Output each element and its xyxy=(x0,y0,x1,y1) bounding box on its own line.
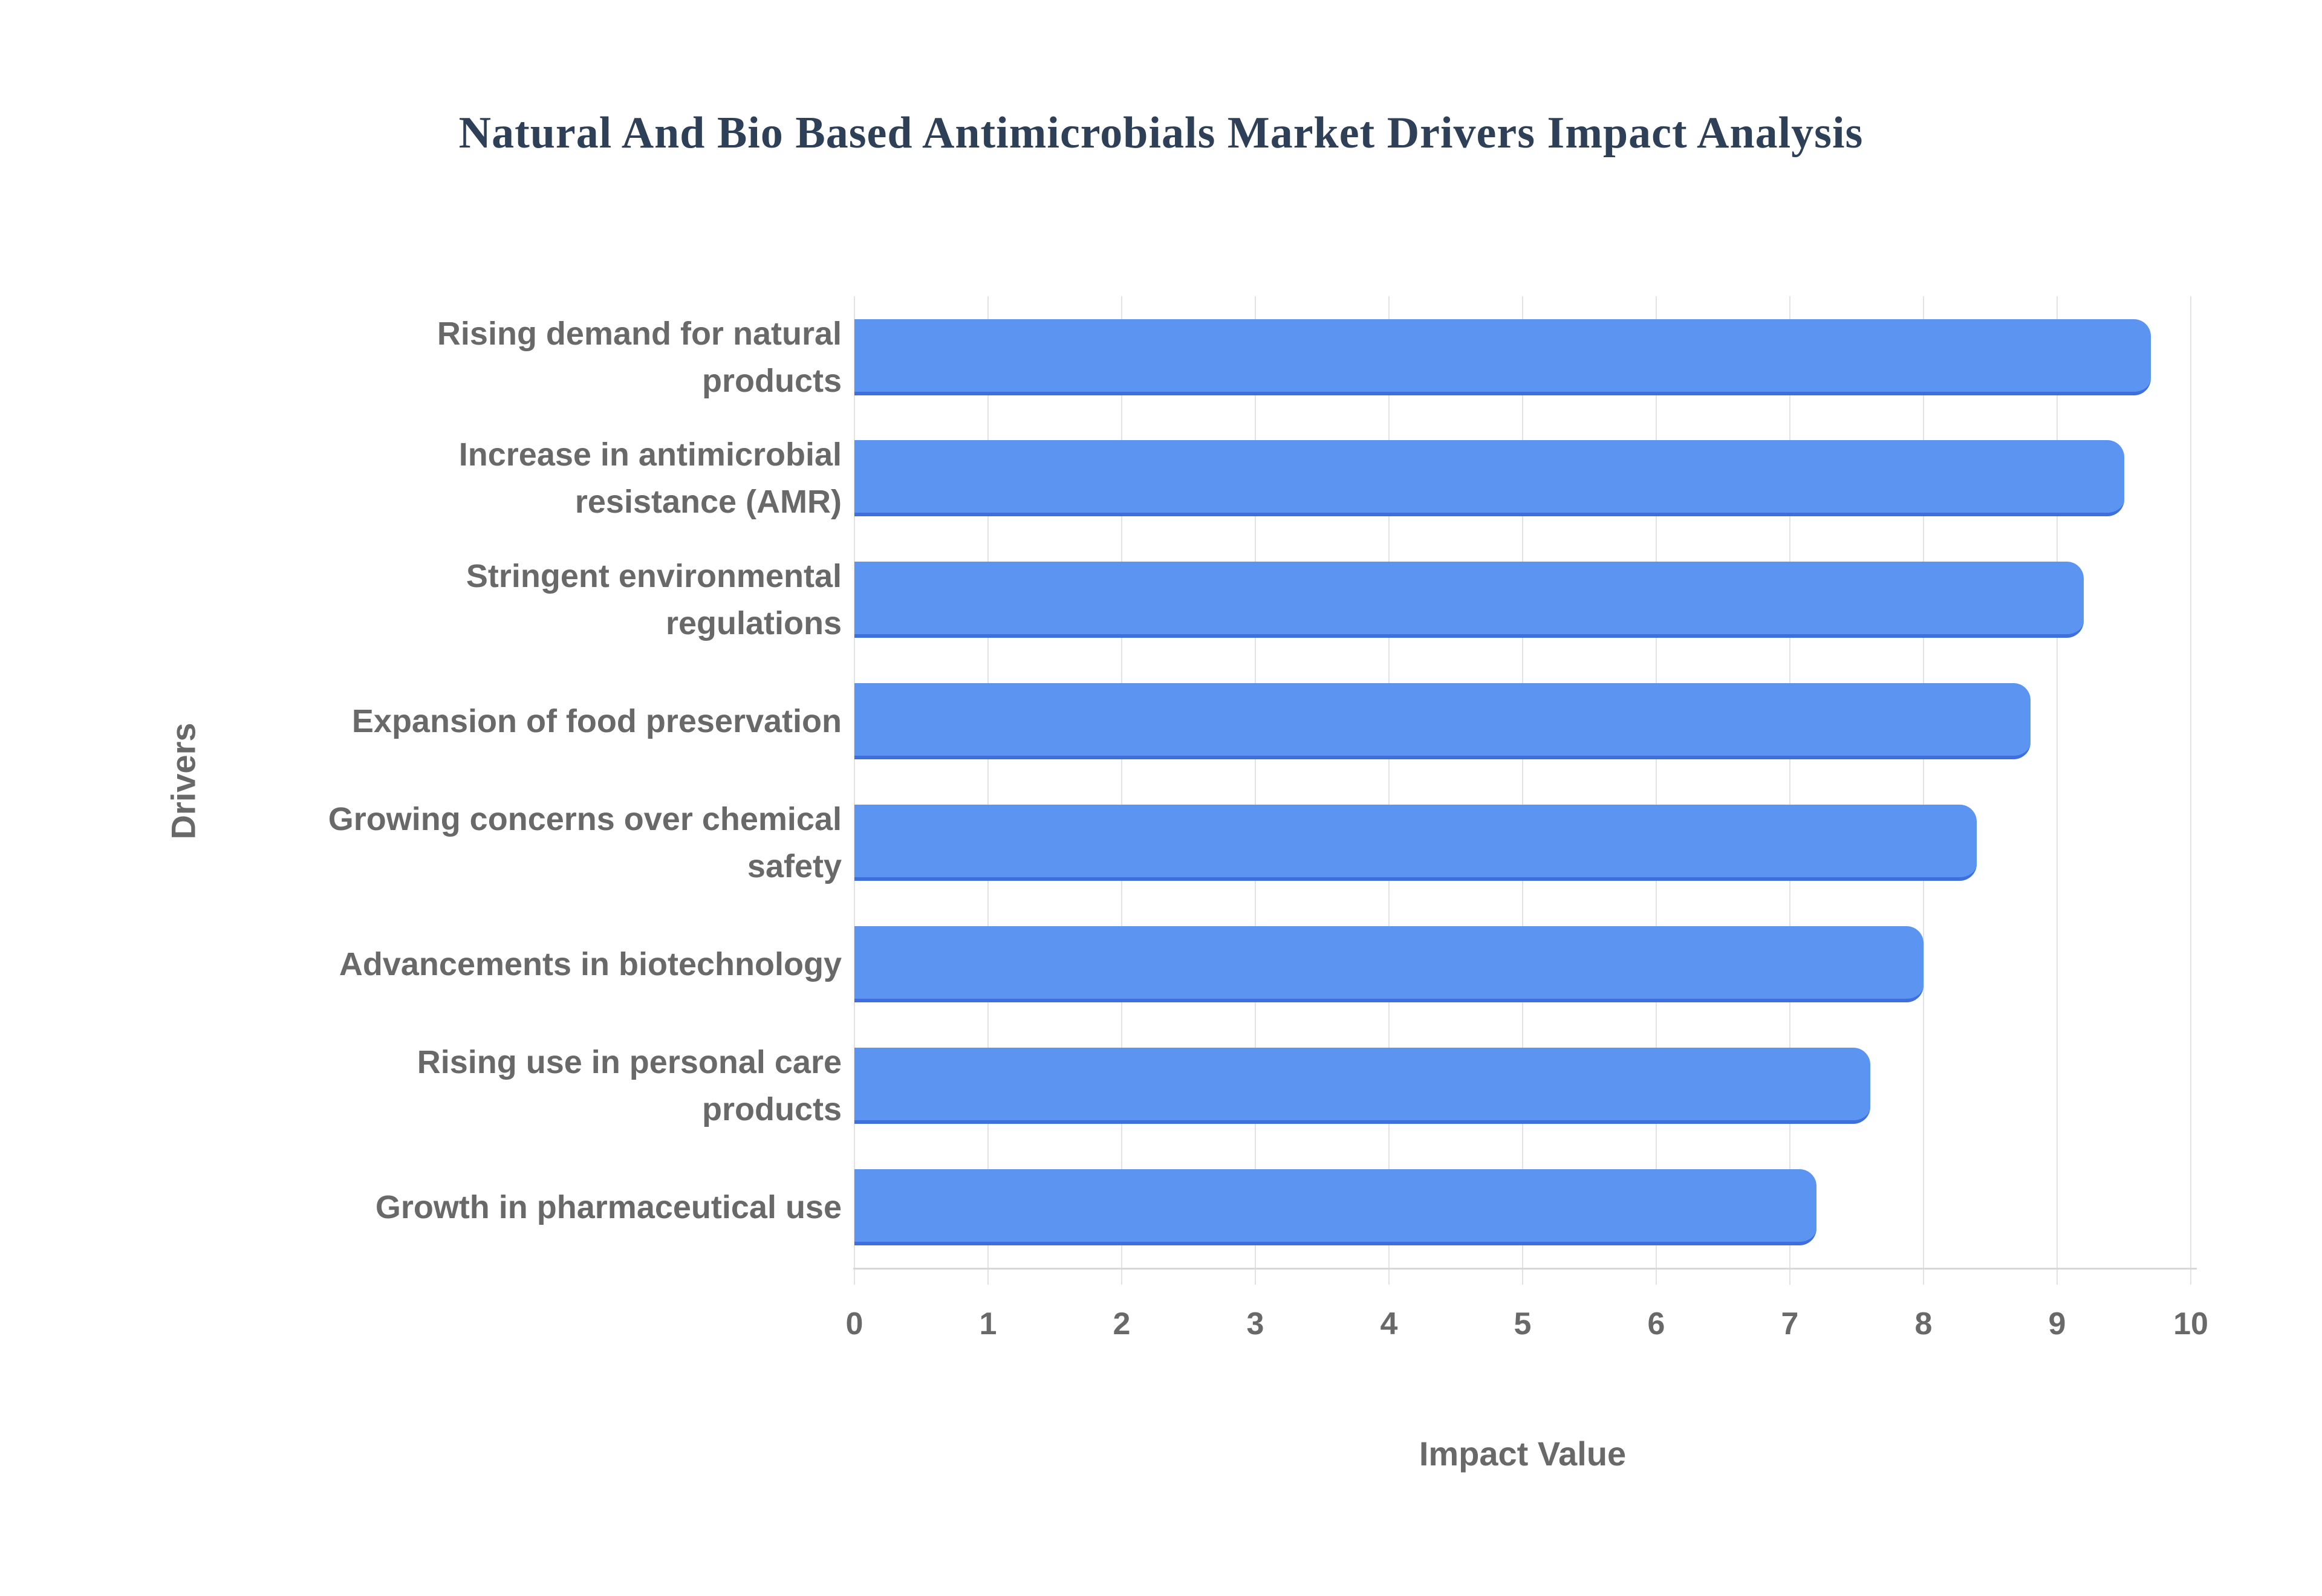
gridline xyxy=(2190,296,2191,1285)
bar[interactable] xyxy=(854,805,1977,881)
gridline xyxy=(1923,296,1924,1285)
x-tick-label: 5 xyxy=(1514,1306,1532,1341)
category-label: Expansion of food preservation xyxy=(351,703,842,740)
chart-title: Natural And Bio Based Antimicrobials Mar… xyxy=(458,108,1864,158)
x-tick-label: 1 xyxy=(979,1306,997,1341)
gridline xyxy=(1121,296,1122,1285)
y-axis-title: Drivers xyxy=(164,722,203,840)
x-tick-label: 2 xyxy=(1113,1306,1131,1341)
category-labels-column: Rising demand for natural products Increa… xyxy=(261,296,842,1268)
bar[interactable] xyxy=(854,440,2124,517)
gridline xyxy=(1656,296,1657,1285)
bar[interactable] xyxy=(854,926,1924,1002)
bar-row xyxy=(854,1146,2191,1268)
bar[interactable] xyxy=(854,1169,1817,1245)
x-tick-label: 7 xyxy=(1781,1306,1799,1341)
x-tick-label: 3 xyxy=(1246,1306,1264,1341)
bar[interactable] xyxy=(854,562,2084,638)
bar[interactable] xyxy=(854,319,2151,395)
gridline xyxy=(2057,296,2058,1285)
x-tick-label: 0 xyxy=(845,1306,863,1341)
category-label: Stringent environmental regulations xyxy=(466,558,842,642)
bar-row xyxy=(854,296,2191,418)
gridline xyxy=(987,296,989,1285)
category-label: Rising demand for natural products xyxy=(437,315,842,399)
bar-row xyxy=(854,661,2191,782)
category-label: Rising use in personal care products xyxy=(417,1043,842,1127)
gridline xyxy=(1789,296,1790,1285)
bar-row xyxy=(854,539,2191,661)
x-axis-ticks: 0 1 2 3 4 5 6 7 8 9 10 xyxy=(0,1306,2322,1354)
category-label: Advancements in biotechnology xyxy=(339,946,842,982)
category-label: Growth in pharmaceutical use xyxy=(375,1189,842,1225)
x-tick-label: 8 xyxy=(1914,1306,1933,1341)
category-label: Increase in antimicrobial resistance (AM… xyxy=(458,436,842,521)
bar-row xyxy=(854,1025,2191,1146)
bar[interactable] xyxy=(854,1047,1870,1124)
plot-area xyxy=(853,296,2197,1285)
bar-row xyxy=(854,782,2191,904)
x-axis-line xyxy=(853,1268,2197,1270)
bar-row xyxy=(854,903,2191,1025)
x-tick-label: 6 xyxy=(1647,1306,1665,1341)
x-tick-label: 10 xyxy=(2173,1306,2208,1341)
category-label: Growing concerns over chemical safety xyxy=(328,801,842,884)
bar-row xyxy=(854,418,2191,539)
gridline xyxy=(1255,296,1256,1285)
bar[interactable] xyxy=(854,683,2031,760)
x-tick-label: 4 xyxy=(1380,1306,1398,1341)
gridline xyxy=(1522,296,1523,1285)
x-tick-label: 9 xyxy=(2048,1306,2066,1341)
gridline xyxy=(854,296,855,1285)
x-axis-title: Impact Value xyxy=(1419,1435,1627,1473)
gridline xyxy=(1388,296,1390,1285)
